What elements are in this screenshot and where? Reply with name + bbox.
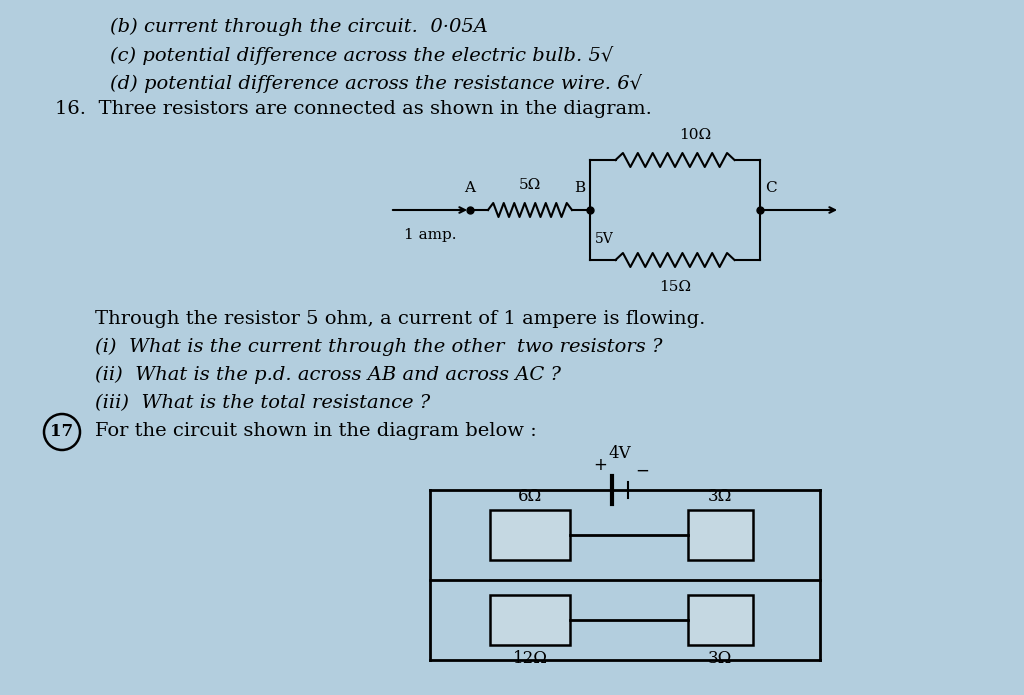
Text: 1 amp.: 1 amp. xyxy=(403,228,457,242)
Text: 12Ω: 12Ω xyxy=(512,650,548,667)
Text: (i)  What is the current through the other  two resistors ?: (i) What is the current through the othe… xyxy=(95,338,663,357)
Text: (ii)  What is the p.d. across AB and across AC ?: (ii) What is the p.d. across AB and acro… xyxy=(95,366,561,384)
Text: C: C xyxy=(765,181,776,195)
Text: Through the resistor 5 ohm, a current of 1 ampere is flowing.: Through the resistor 5 ohm, a current of… xyxy=(95,310,706,328)
Text: (iii)  What is the total resistance ?: (iii) What is the total resistance ? xyxy=(95,394,430,412)
Text: (c) potential difference across the electric bulb. 5√: (c) potential difference across the elec… xyxy=(110,46,613,65)
Bar xyxy=(490,510,570,560)
Text: (b) current through the circuit.  0·05A: (b) current through the circuit. 0·05A xyxy=(110,18,487,36)
Text: (d) potential difference across the resistance wire. 6√: (d) potential difference across the resi… xyxy=(110,74,642,93)
Text: 15Ω: 15Ω xyxy=(659,280,691,294)
Bar xyxy=(687,510,753,560)
Text: 3Ω: 3Ω xyxy=(708,488,732,505)
Text: For the circuit shown in the diagram below :: For the circuit shown in the diagram bel… xyxy=(95,422,537,440)
Text: A: A xyxy=(465,181,475,195)
Bar xyxy=(687,595,753,645)
Text: 16.  Three resistors are connected as shown in the diagram.: 16. Three resistors are connected as sho… xyxy=(55,100,652,118)
Text: B: B xyxy=(573,181,585,195)
Text: 10Ω: 10Ω xyxy=(679,128,711,142)
Text: 4V: 4V xyxy=(608,445,632,462)
Text: 17: 17 xyxy=(50,423,74,441)
Text: 6Ω: 6Ω xyxy=(518,488,542,505)
Text: 5V: 5V xyxy=(595,232,613,246)
Bar xyxy=(490,595,570,645)
Text: +: + xyxy=(593,456,607,474)
Text: −: − xyxy=(635,462,649,480)
Text: 5Ω: 5Ω xyxy=(519,178,541,192)
Text: 3Ω: 3Ω xyxy=(708,650,732,667)
